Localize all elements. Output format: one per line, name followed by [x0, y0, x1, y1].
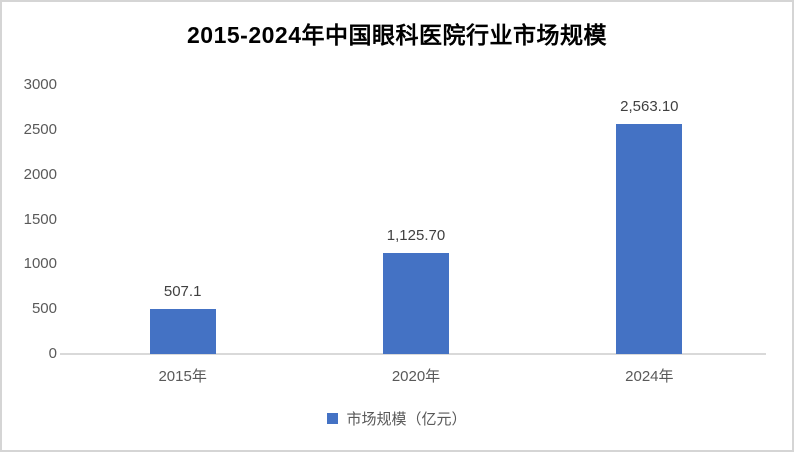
y-axis-tick-label: 1000 — [23, 255, 57, 273]
x-axis-tick-label: 2015年 — [158, 368, 207, 385]
bar — [616, 124, 683, 354]
bar-value-label: 1,125.70 — [386, 227, 446, 245]
legend-swatch-icon — [327, 413, 339, 424]
y-axis-tick-label: 3000 — [23, 76, 57, 93]
bar — [383, 253, 449, 354]
x-axis-tick-label: 2020年 — [391, 368, 441, 385]
bar-value-label: 507.1 — [163, 282, 202, 300]
y-axis-tick-label: 1500 — [23, 210, 57, 228]
legend-label: 市场规模（亿元） — [346, 411, 467, 428]
y-axis-tick-label: 2000 — [23, 165, 57, 183]
x-axis-tick-label: 2024年 — [625, 368, 674, 385]
chart-title: 2015-2024年中国眼科医院行业市场规模 — [187, 22, 607, 48]
y-axis-tick-label: 0 — [48, 345, 57, 362]
plot-area: 507.1 1,125.70 2,563.10 — [60, 85, 766, 355]
legend: 市场规模（亿元） — [2, 408, 792, 429]
y-axis-tick-label: 500 — [31, 300, 57, 318]
bar — [149, 308, 216, 354]
bar-value-label: 2,563.10 — [620, 98, 679, 116]
x-axis-line — [60, 353, 766, 355]
y-axis-tick-label: 2500 — [23, 120, 57, 138]
